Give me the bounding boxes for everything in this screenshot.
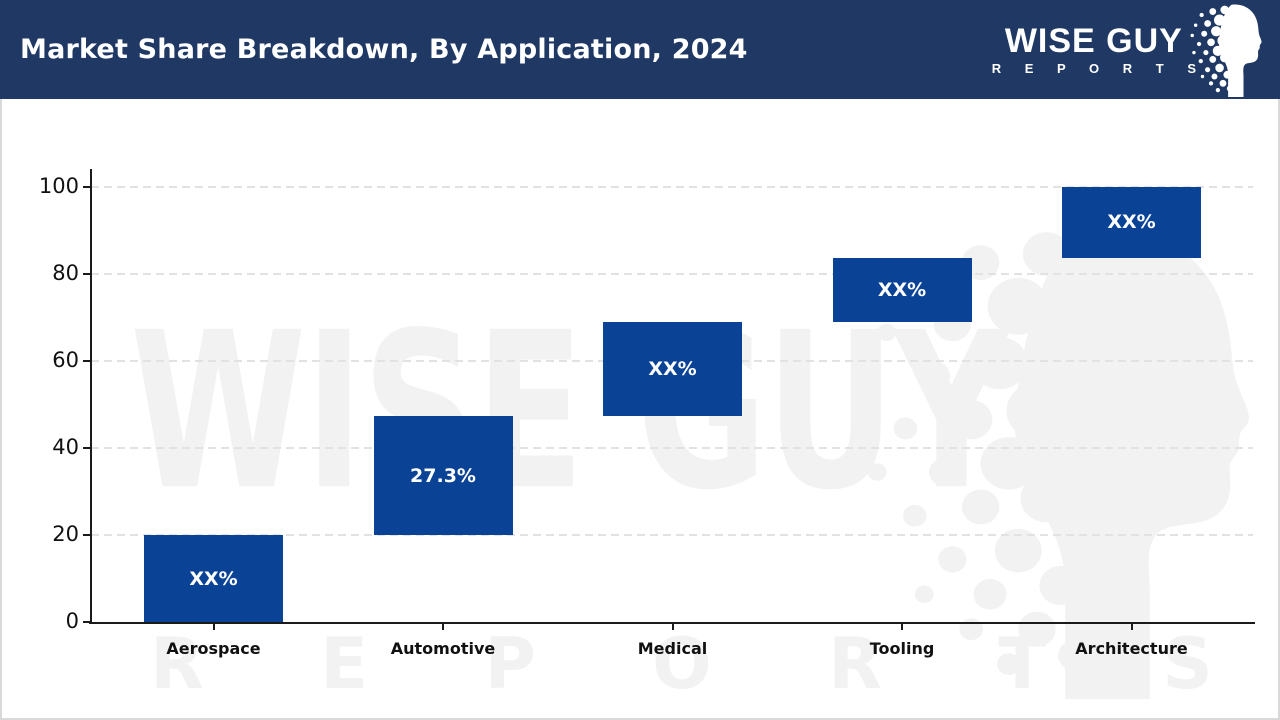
gridline [91, 534, 1253, 536]
bar-value-label: XX% [648, 358, 697, 381]
bar-value-label: XX% [877, 278, 927, 301]
x-tick-label: Architecture [1075, 639, 1188, 658]
gridline [91, 273, 1253, 275]
bar-medical: XX% [603, 321, 742, 417]
y-tick-mark [83, 273, 91, 275]
x-tick-mark [442, 624, 444, 630]
y-tick-label: 20 [52, 522, 79, 546]
chart-area: WISE GUY R E P O R T S 0 20 40 60 80 100 XX% Ae… [0, 99, 1280, 720]
y-tick-label: 0 [65, 609, 79, 633]
x-tick-label: Medical [637, 639, 708, 658]
y-tick-mark [83, 534, 91, 536]
y-axis-line [90, 169, 92, 624]
header: Market Share Breakdown, By Application, … [0, 0, 1280, 99]
wiseguy-face-icon [1190, 3, 1262, 97]
bar-value-label: 27.3% [410, 464, 476, 487]
watermark-line1: WISE GUY [130, 285, 1009, 538]
y-tick-mark [83, 360, 91, 362]
x-axis-line [89, 622, 1255, 624]
y-tick-label: 60 [52, 348, 79, 372]
y-tick-label: 40 [52, 435, 79, 459]
bar-tooling: XX% [832, 257, 972, 322]
x-tick-label: Tooling [869, 639, 935, 658]
gridline [91, 186, 1253, 188]
bar-architecture: XX% [1062, 187, 1201, 258]
x-tick-mark [901, 624, 903, 630]
y-tick-label: 80 [52, 261, 79, 285]
logo-subtitle: R E P O R T S [991, 61, 1206, 76]
x-tick-label: Automotive [390, 639, 496, 658]
bar-value-label: XX% [1107, 211, 1156, 234]
y-tick-mark [83, 186, 91, 188]
x-tick-mark [212, 624, 215, 630]
y-tick-label: 100 [38, 174, 79, 198]
page-title: Market Share Breakdown, By Application, … [20, 34, 748, 65]
gridline [91, 447, 1253, 449]
logo-text: WISE GUY R E P O R T S [992, 24, 1196, 75]
wiseguy-logo: WISE GUY R E P O R T S [992, 3, 1266, 97]
watermark-text: WISE GUY R E P O R T S [130, 303, 1213, 699]
x-tick-mark [671, 624, 674, 630]
logo-wordmark: WISE GUY [1004, 22, 1183, 60]
bar-value-label: XX% [189, 567, 238, 590]
x-tick-label: Aerospace [166, 639, 261, 658]
x-tick-mark [1130, 624, 1133, 630]
bar-aerospace: XX% [144, 535, 283, 622]
y-tick-mark [83, 447, 91, 449]
y-tick-mark [83, 621, 91, 623]
bar-automotive: 27.3% [373, 416, 513, 535]
